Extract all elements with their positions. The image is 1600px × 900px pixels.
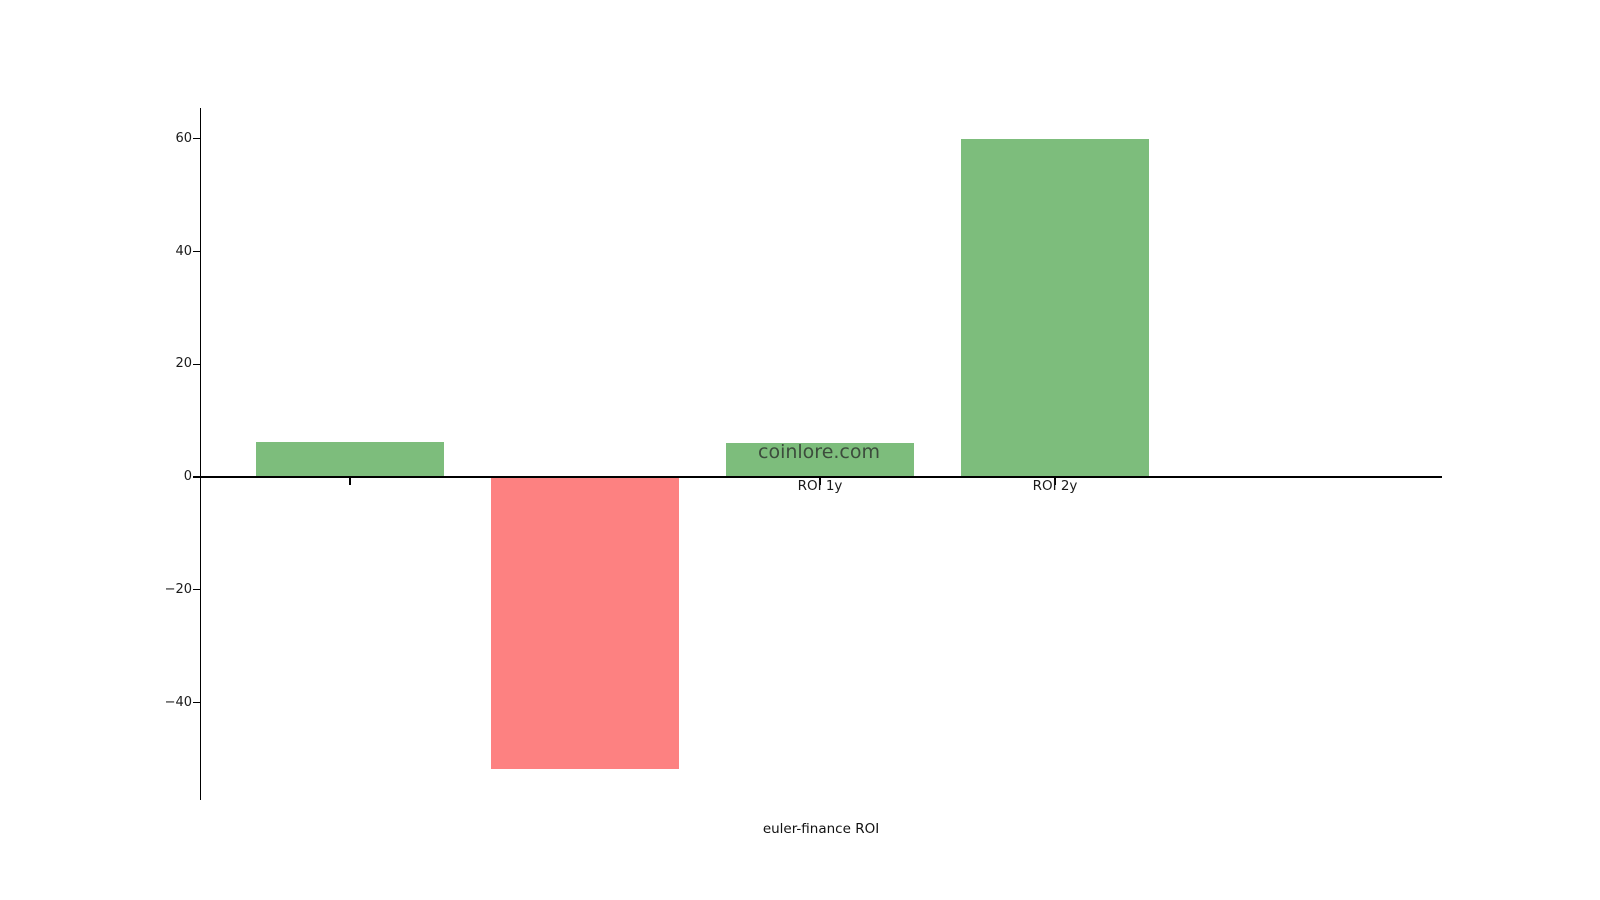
x-tick-label: ROI 1y xyxy=(797,478,843,494)
y-tick xyxy=(193,363,200,365)
y-tick-label: 60 xyxy=(175,130,192,146)
watermark-text: coinlore.com xyxy=(758,441,880,463)
y-tick xyxy=(193,589,200,591)
x-tick-label: ROI 2y xyxy=(1032,478,1078,494)
x-tick xyxy=(349,477,351,485)
x-tick xyxy=(819,477,821,485)
y-tick xyxy=(193,138,200,140)
chart-title: euler-finance ROI xyxy=(762,821,880,837)
bar-roi-2y xyxy=(961,138,1149,477)
x-axis-line xyxy=(200,476,1442,478)
bar xyxy=(491,477,679,770)
y-tick xyxy=(193,250,200,253)
y-tick xyxy=(193,476,200,478)
y-tick-label: 0 xyxy=(183,469,192,484)
y-tick xyxy=(193,701,200,704)
bar xyxy=(256,442,444,477)
y-tick-label: 20 xyxy=(175,356,192,372)
x-tick xyxy=(1054,477,1056,485)
y-tick-label: −40 xyxy=(164,694,192,710)
bar-roi-1y xyxy=(726,443,914,477)
y-tick-label: 40 xyxy=(175,243,192,259)
y-axis-line xyxy=(199,108,201,800)
y-tick-label: −20 xyxy=(164,581,192,597)
